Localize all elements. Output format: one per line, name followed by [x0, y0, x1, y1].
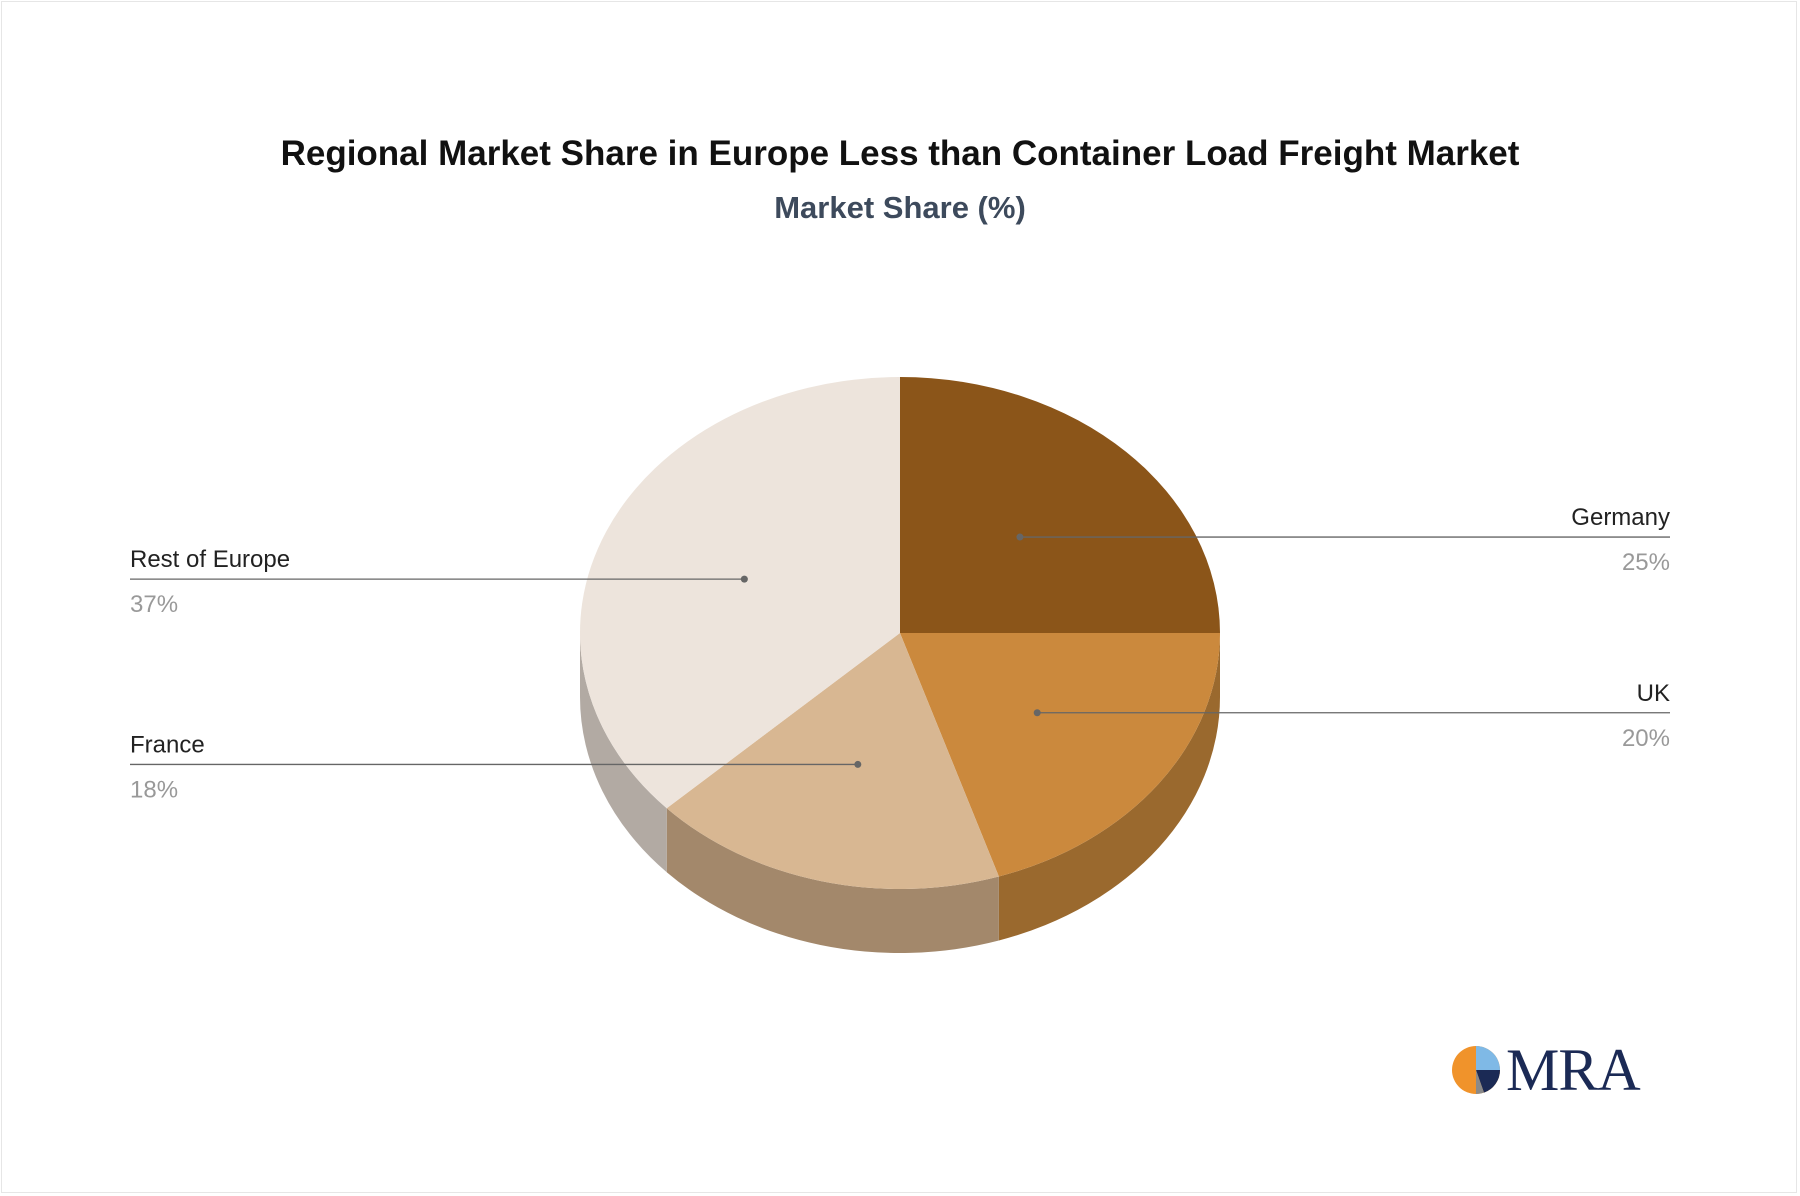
chart-title: Regional Market Share in Europe Less tha… [280, 134, 1520, 173]
mra-logo: MRA [1448, 1037, 1648, 1103]
pie-side-uk [998, 633, 1220, 941]
pie-labels: Germany 25% UK 20% France 18% Rest of Europe 37… [130, 504, 1670, 803]
pie-side-rest-of-europe [580, 633, 667, 873]
slice-value-uk: 20% [1622, 725, 1670, 752]
slice-label-germany: Germany [1571, 504, 1670, 531]
slice-label-rest-of-europe: Rest of Europe [130, 546, 290, 573]
slice-value-france: 18% [130, 776, 178, 803]
pie-tops [580, 377, 1220, 889]
pie-slice-uk[interactable] [900, 633, 1220, 877]
slice-value-germany: 25% [1622, 549, 1670, 576]
pie-slice-germany[interactable] [900, 377, 1220, 633]
pie-slice-rest-of-europe[interactable] [580, 377, 900, 809]
slice-label-uk: UK [1637, 680, 1670, 707]
pie-sides [580, 633, 1220, 953]
slice-label-france: France [130, 731, 205, 758]
leader-dot-rest-of-europe [740, 575, 748, 583]
pie-slice-france[interactable] [666, 633, 999, 889]
slice-value-rest-of-europe: 37% [130, 591, 178, 618]
chart-subtitle: Market Share (%) [774, 190, 1026, 225]
leader-dot-uk [1033, 709, 1041, 717]
pie-side-france [666, 808, 999, 953]
mra-pie-logo-icon [1452, 1046, 1500, 1094]
logo-text: MRA [1506, 1037, 1641, 1103]
leader-dot-germany [1016, 533, 1024, 541]
leader-dot-france [854, 760, 862, 768]
